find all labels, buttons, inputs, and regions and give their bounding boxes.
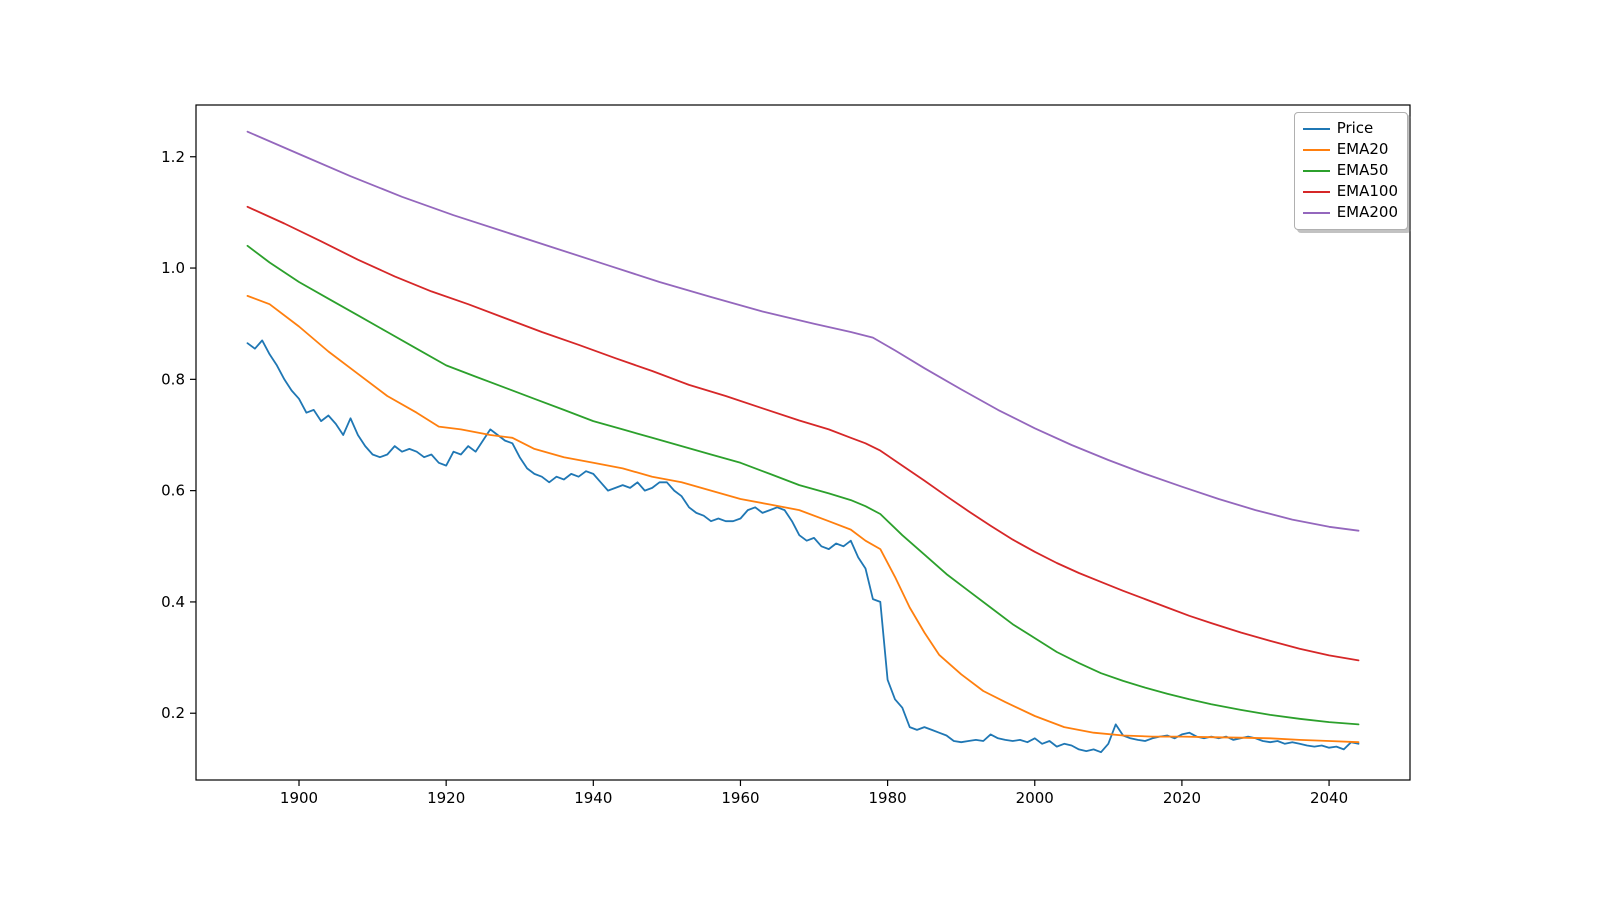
legend-label-ema200: EMA200 — [1336, 203, 1398, 221]
legend-item-price: Price — [1302, 118, 1398, 139]
legend-item-ema100: EMA100 — [1302, 181, 1398, 202]
legend-line-sample-ema50 — [1302, 169, 1330, 172]
y-tick-label: 0.4 — [161, 593, 185, 611]
legend-item-ema50: EMA50 — [1302, 160, 1398, 181]
legend-line-sample-price — [1302, 127, 1330, 130]
legend-label-ema20: EMA20 — [1336, 140, 1389, 158]
y-tick-label: 0.6 — [161, 482, 185, 500]
legend-item-ema200: EMA200 — [1302, 202, 1398, 223]
legend: Price EMA20 EMA50 EMA100 EMA200 — [1293, 112, 1408, 230]
legend-line-sample-ema200 — [1302, 211, 1330, 214]
x-tick-label: 1980 — [869, 789, 907, 807]
series-line-ema200 — [246, 130, 1360, 532]
x-tick-label: 1900 — [280, 789, 318, 807]
x-tick-label: 1940 — [574, 789, 612, 807]
series-line-price — [246, 339, 1360, 754]
legend-line-sample-ema100 — [1302, 190, 1330, 193]
legend-label-ema100: EMA100 — [1336, 182, 1398, 200]
axes-frame — [195, 104, 1411, 781]
y-tick-label: 0.2 — [161, 704, 185, 722]
y-tick-label: 1.0 — [161, 259, 185, 277]
y-tick-label: 0.8 — [161, 370, 185, 388]
x-tick-label: 2020 — [1163, 789, 1201, 807]
x-tick-label: 2040 — [1310, 789, 1348, 807]
x-tick-label: 2000 — [1016, 789, 1054, 807]
y-tick-label: 1.2 — [161, 148, 185, 166]
x-tick-label: 1920 — [427, 789, 465, 807]
legend-line-sample-ema20 — [1302, 148, 1330, 151]
series-line-ema50 — [246, 244, 1360, 726]
legend-item-ema20: EMA20 — [1302, 139, 1398, 160]
x-tick-label: 1960 — [721, 789, 759, 807]
legend-label-price: Price — [1336, 119, 1374, 137]
series-line-ema100 — [246, 205, 1360, 662]
series-line-ema20 — [246, 294, 1360, 744]
legend-label-ema50: EMA50 — [1336, 161, 1389, 179]
